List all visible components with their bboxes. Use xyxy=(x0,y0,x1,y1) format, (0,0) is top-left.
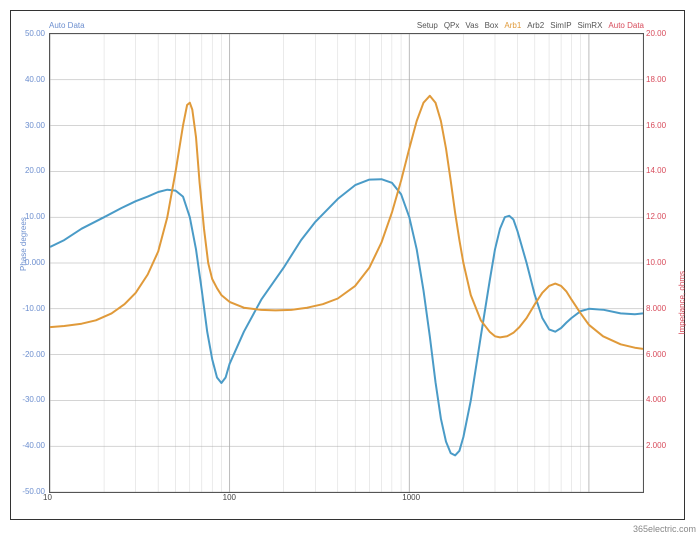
x-tick: 10 xyxy=(43,493,52,502)
legend-box[interactable]: Box xyxy=(485,21,499,30)
right-tick: 10.00 xyxy=(646,258,676,267)
legend-qpx[interactable]: QPx xyxy=(444,21,460,30)
left-tick: 40.00 xyxy=(15,75,45,84)
right-tick: 16.00 xyxy=(646,121,676,130)
left-tick: 50.00 xyxy=(15,29,45,38)
left-tick: 20.00 xyxy=(15,166,45,175)
legend-simrx[interactable]: SimRX xyxy=(578,21,603,30)
left-tick: 0.000 xyxy=(15,258,45,267)
left-tick: -10.00 xyxy=(15,304,45,313)
left-tick: -50.00 xyxy=(15,487,45,496)
y-axis-label-right: Impedance, ohms xyxy=(678,271,687,335)
left-tick: -40.00 xyxy=(15,441,45,450)
top-labels: Auto Data Setup QPx Vas Box Arb1 Arb2 Si… xyxy=(49,21,644,30)
chart-frame: Auto Data Setup QPx Vas Box Arb1 Arb2 Si… xyxy=(10,10,685,520)
plot-svg xyxy=(50,34,643,492)
auto-data-label-left: Auto Data xyxy=(49,21,85,30)
right-tick: 12.00 xyxy=(646,212,676,221)
legend-autodata[interactable]: Auto Data xyxy=(608,21,644,30)
legend-setup[interactable]: Setup xyxy=(417,21,438,30)
legend-vas[interactable]: Vas xyxy=(465,21,478,30)
plot-area xyxy=(49,33,644,493)
left-tick: 10.00 xyxy=(15,212,45,221)
right-tick: 4.000 xyxy=(646,395,676,404)
left-tick: 30.00 xyxy=(15,121,45,130)
right-tick: 20.00 xyxy=(646,29,676,38)
right-tick: 18.00 xyxy=(646,75,676,84)
x-tick: 100 xyxy=(223,493,236,502)
legend-arb2[interactable]: Arb2 xyxy=(527,21,544,30)
left-tick: -30.00 xyxy=(15,395,45,404)
right-tick: 2.000 xyxy=(646,441,676,450)
legend-buttons: Setup QPx Vas Box Arb1 Arb2 SimIP SimRX … xyxy=(417,21,644,30)
right-tick: 6.000 xyxy=(646,350,676,359)
legend-arb1[interactable]: Arb1 xyxy=(504,21,521,30)
legend-simip[interactable]: SimIP xyxy=(550,21,571,30)
watermark: 365electric.com xyxy=(633,524,696,534)
right-tick: 14.00 xyxy=(646,166,676,175)
left-tick: -20.00 xyxy=(15,350,45,359)
right-tick: 8.000 xyxy=(646,304,676,313)
x-tick: 1000 xyxy=(402,493,420,502)
